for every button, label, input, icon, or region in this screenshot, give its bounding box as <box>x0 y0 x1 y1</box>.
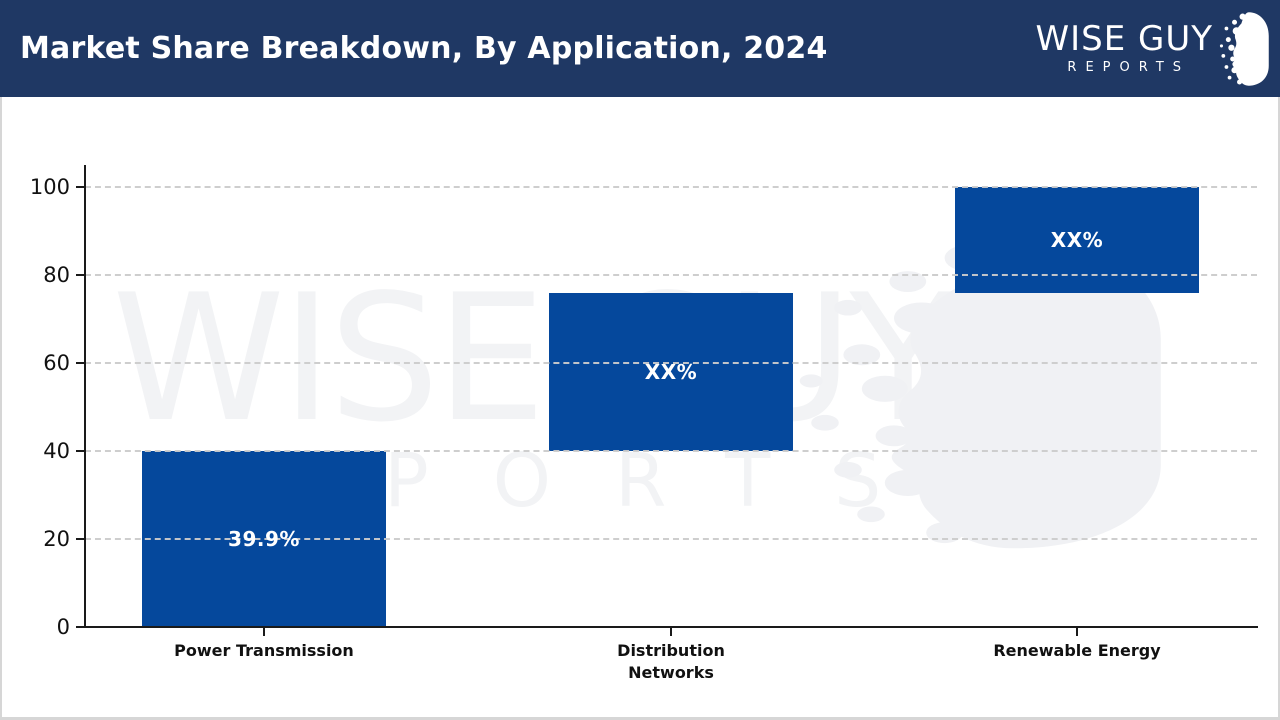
x-tick-renewable-energy <box>1076 628 1078 636</box>
y-tick-label-40: 40 <box>43 439 70 463</box>
y-axis-line <box>84 165 86 628</box>
gridline-100 <box>85 186 1257 188</box>
logo-wordmark: WISE GUY <box>1035 19 1213 60</box>
page-title: Market Share Breakdown, By Application, … <box>20 31 828 66</box>
wiseguy-logo-text: WISE GUY REPORTS <box>1035 19 1213 75</box>
bar-distribution-networks <box>549 292 793 452</box>
bar-label-renewable-energy: XX% <box>1050 227 1104 252</box>
bar-label-power-transmission: 39.9% <box>228 527 300 552</box>
content-area <box>0 97 1280 720</box>
x-label-power-transmission: Power Transmission <box>174 641 354 660</box>
y-tick-60 <box>76 362 85 364</box>
x-tick-distribution-networks <box>670 628 672 636</box>
y-tick-label-0: 0 <box>56 615 70 639</box>
x-axis-line <box>84 626 1258 628</box>
y-tick-0 <box>76 626 85 628</box>
x-tick-power-transmission <box>263 628 265 636</box>
header-bar: Market Share Breakdown, By Application, … <box>0 0 1280 97</box>
gridline-40 <box>85 450 1257 452</box>
y-tick-100 <box>76 186 85 188</box>
y-tick-label-60: 60 <box>43 351 70 375</box>
gridline-20 <box>85 538 1257 540</box>
gridline-80 <box>85 274 1257 276</box>
logo-subtext: REPORTS <box>1067 59 1191 75</box>
y-tick-40 <box>76 450 85 452</box>
y-tick-80 <box>76 274 85 276</box>
gridline-60 <box>85 362 1257 364</box>
bar-label-distribution-networks: XX% <box>644 360 698 385</box>
x-label-distribution-networks: Distribution Networks <box>617 641 725 682</box>
wiseguy-face-icon <box>1219 11 1269 86</box>
x-label-renewable-energy: Renewable Energy <box>993 641 1161 660</box>
wiseguy-logo: WISE GUY REPORTS <box>1035 5 1270 92</box>
y-tick-label-80: 80 <box>43 263 70 287</box>
y-tick-label-100: 100 <box>29 175 70 199</box>
y-tick-label-20: 20 <box>43 527 70 551</box>
y-tick-20 <box>76 538 85 540</box>
